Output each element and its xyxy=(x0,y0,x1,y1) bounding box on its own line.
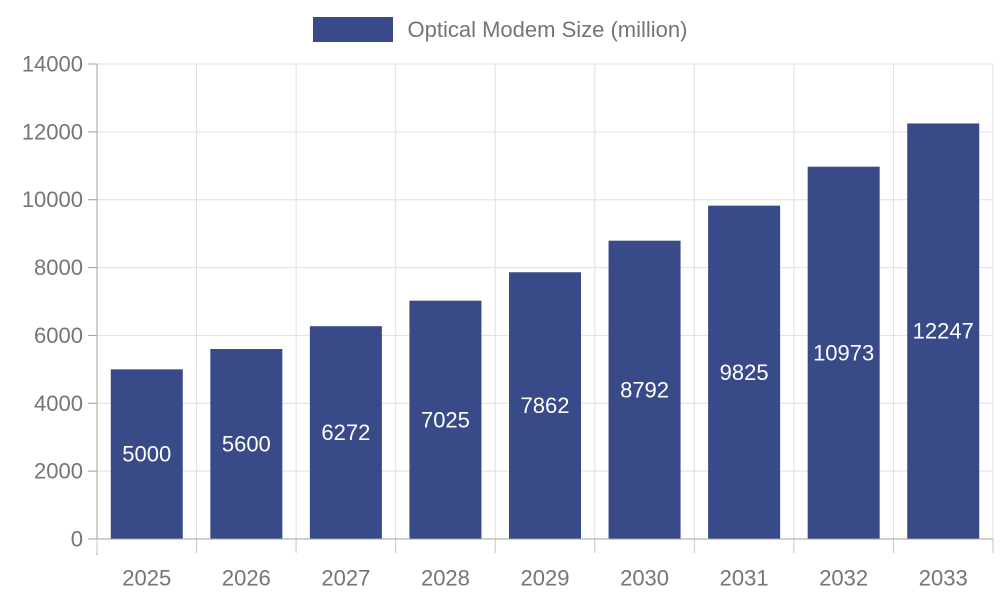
y-tick-label: 6000 xyxy=(34,323,83,348)
x-tick-label: 2031 xyxy=(720,566,769,591)
y-tick-label: 14000 xyxy=(22,52,83,77)
y-tick-label: 10000 xyxy=(22,187,83,212)
x-tick-label: 2030 xyxy=(620,566,669,591)
x-tick-label: 2027 xyxy=(321,566,370,591)
bar-value-label: 12247 xyxy=(913,319,974,344)
y-tick-label: 12000 xyxy=(22,119,83,144)
x-tick-label: 2033 xyxy=(919,566,968,591)
legend-swatch[interactable] xyxy=(312,17,393,42)
bar[interactable] xyxy=(608,240,681,539)
y-tick-label: 0 xyxy=(71,527,83,552)
x-tick-label: 2029 xyxy=(521,566,570,591)
legend-label[interactable]: Optical Modem Size (million) xyxy=(407,17,688,42)
x-tick-label: 2025 xyxy=(122,566,171,591)
bar[interactable] xyxy=(309,326,382,539)
bar-value-label: 5000 xyxy=(122,442,171,467)
bar[interactable] xyxy=(210,349,283,539)
bar-value-label: 9825 xyxy=(720,360,769,385)
bar[interactable] xyxy=(807,166,880,539)
legend[interactable]: Optical Modem Size (million) xyxy=(0,17,1000,42)
x-tick-label: 2026 xyxy=(222,566,271,591)
bar[interactable] xyxy=(110,369,183,539)
bar[interactable] xyxy=(409,300,482,539)
bar[interactable] xyxy=(907,123,980,540)
bar-value-label: 5600 xyxy=(222,432,271,457)
y-tick-label: 4000 xyxy=(34,391,83,416)
x-tick-label: 2028 xyxy=(421,566,470,591)
y-tick-label: 2000 xyxy=(34,459,83,484)
y-tick-label: 8000 xyxy=(34,255,83,280)
bar-value-label: 7862 xyxy=(521,393,570,418)
bar-value-label: 8792 xyxy=(620,377,669,402)
bar-value-label: 7025 xyxy=(421,407,470,432)
bar[interactable] xyxy=(509,272,581,539)
bar-value-label: 10973 xyxy=(813,340,874,365)
bar[interactable] xyxy=(708,205,781,539)
x-tick-label: 2032 xyxy=(819,566,868,591)
bar-value-label: 6272 xyxy=(321,420,370,445)
